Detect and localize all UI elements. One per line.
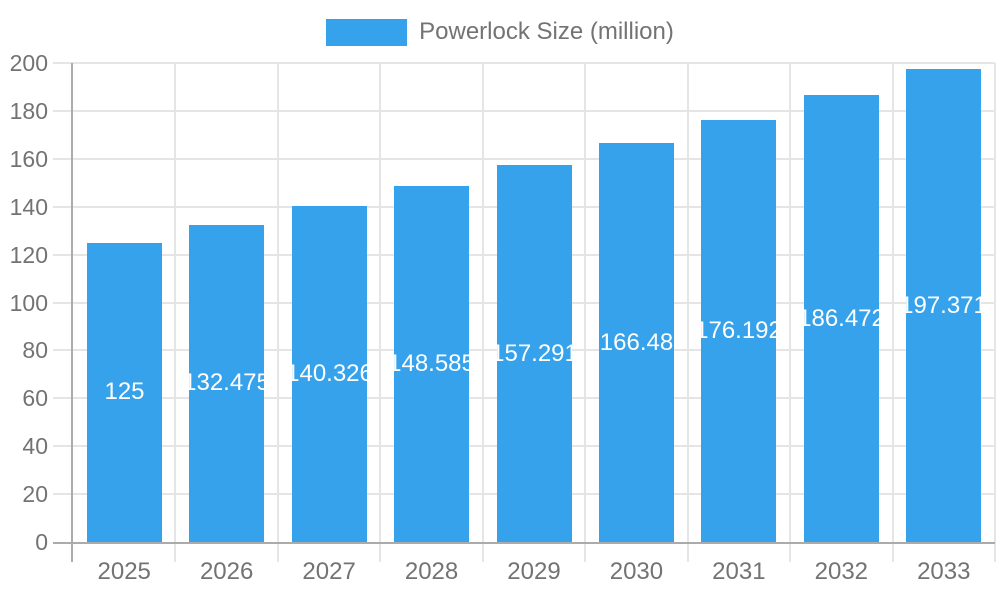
- bar[interactable]: 166.48: [599, 143, 674, 542]
- y-tick: [53, 301, 73, 304]
- legend-label: Powerlock Size (million): [419, 18, 674, 45]
- y-axis-line: [71, 63, 73, 562]
- x-tick: [379, 542, 382, 562]
- x-tick: [584, 542, 587, 562]
- bar-value-label: 176.192: [701, 317, 776, 344]
- y-tick: [53, 205, 73, 208]
- x-tick: [686, 542, 689, 562]
- x-tick-label: 2033: [917, 558, 971, 585]
- x-tick-label: 2030: [609, 558, 664, 585]
- y-tick-label: 60: [22, 385, 48, 412]
- bar[interactable]: 176.192: [701, 120, 776, 542]
- y-tick: [53, 109, 73, 112]
- bar-value-label: 132.475: [189, 369, 264, 397]
- gridline-h: [73, 109, 995, 112]
- bar[interactable]: 125: [87, 242, 162, 542]
- x-tick-label: 2026: [199, 558, 254, 585]
- legend-swatch: [326, 18, 408, 46]
- y-tick-label: 40: [22, 433, 48, 460]
- y-tick-label: 140: [9, 193, 48, 220]
- y-tick-label: 120: [9, 241, 48, 268]
- x-tick-label: 2027: [302, 558, 356, 585]
- bar[interactable]: 140.326: [292, 205, 367, 542]
- gridline-v: [891, 63, 894, 542]
- y-tick-label: 160: [9, 145, 48, 172]
- y-tick: [53, 397, 73, 400]
- gridline-v: [584, 63, 587, 542]
- y-tick-label: 100: [9, 289, 48, 316]
- gridline-h: [73, 157, 995, 160]
- bar-value-label: 140.326: [292, 359, 367, 387]
- bar-value-label: 148.585: [394, 350, 469, 378]
- bar-value-label: 157.291: [497, 339, 572, 367]
- bar[interactable]: 148.585: [394, 186, 469, 542]
- gridline-v: [276, 63, 279, 542]
- bar-value-label: 197.371: [906, 291, 981, 319]
- y-tick: [53, 493, 73, 496]
- x-tick: [789, 542, 792, 562]
- bar-value-label: 166.48: [599, 328, 674, 356]
- gridline-v: [481, 63, 484, 542]
- gridline-h: [73, 62, 995, 64]
- gridline-v: [789, 63, 792, 542]
- y-tick: [53, 253, 73, 256]
- bar[interactable]: 186.472: [804, 95, 879, 542]
- legend[interactable]: Powerlock Size (million): [0, 18, 1000, 46]
- bar[interactable]: 157.291: [497, 165, 572, 542]
- y-tick-label: 200: [9, 50, 48, 76]
- bar[interactable]: 132.475: [189, 224, 264, 542]
- x-tick: [891, 542, 894, 562]
- y-tick-label: 180: [9, 97, 48, 124]
- y-tick-label: 20: [22, 481, 48, 508]
- x-tick-label: 2029: [507, 558, 561, 585]
- gridline-v: [379, 63, 382, 542]
- gridline-v: [174, 63, 177, 542]
- x-tick: [481, 542, 484, 562]
- bar-value-label: 125: [104, 378, 145, 406]
- y-tick: [53, 157, 73, 160]
- x-tick: [994, 542, 996, 562]
- x-tick: [174, 542, 177, 562]
- x-tick-label: 2031: [712, 558, 766, 585]
- y-tick-label: 0: [35, 529, 48, 555]
- x-tick-label: 2028: [404, 558, 459, 585]
- y-tick-label: 80: [22, 337, 48, 364]
- x-tick: [276, 542, 279, 562]
- bar[interactable]: 197.371: [906, 69, 981, 542]
- x-tick-label: 2025: [97, 558, 151, 585]
- gridline-v: [994, 63, 996, 542]
- bar-value-label: 186.472: [804, 304, 879, 332]
- x-tick-label: 2032: [814, 558, 869, 585]
- y-tick: [53, 62, 73, 64]
- y-tick: [53, 445, 73, 448]
- gridline-v: [686, 63, 689, 542]
- x-axis-line: [53, 542, 995, 544]
- y-tick: [53, 349, 73, 352]
